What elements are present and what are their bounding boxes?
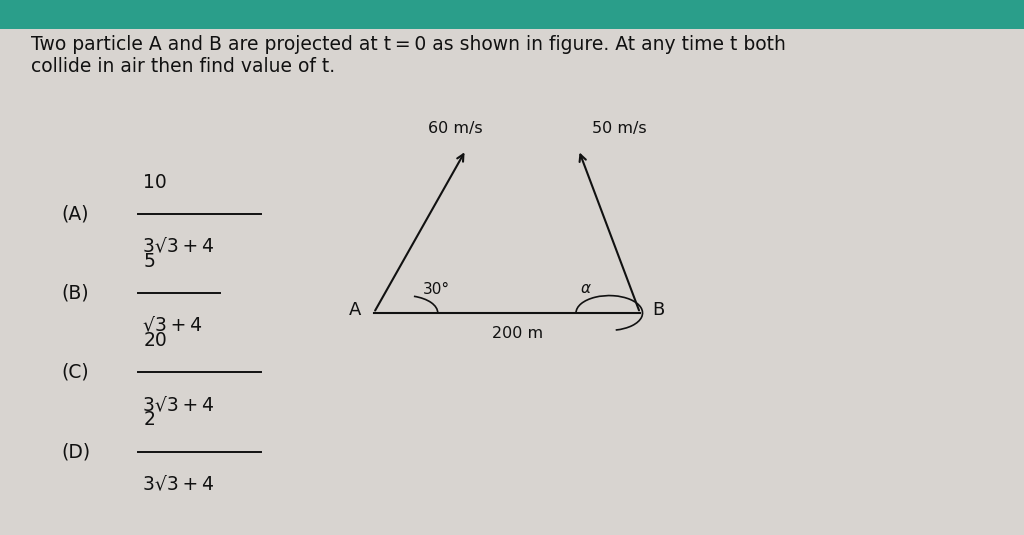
Text: 20: 20 (143, 331, 167, 350)
Text: 3√3 + 4: 3√3 + 4 (143, 474, 214, 493)
Bar (0, 0, 1024, 29)
Text: (C): (C) (61, 363, 89, 382)
Text: 3√3 + 4: 3√3 + 4 (143, 236, 214, 256)
Text: (B): (B) (61, 284, 89, 303)
Text: (A): (A) (61, 204, 89, 224)
Text: 10: 10 (143, 172, 167, 192)
Text: (D): (D) (61, 442, 90, 461)
Text: Two particle A and B are projected at t = 0 as shown in figure. At any time t bo: Two particle A and B are projected at t … (31, 35, 785, 76)
Text: A: A (349, 301, 361, 319)
Text: 200 m: 200 m (492, 326, 543, 341)
Text: 2: 2 (143, 410, 156, 429)
Text: 50 m/s: 50 m/s (592, 121, 647, 136)
Text: B: B (652, 301, 665, 319)
Text: 5: 5 (143, 251, 156, 271)
Text: α: α (581, 281, 591, 296)
Text: 30°: 30° (423, 282, 450, 297)
Text: 3√3 + 4: 3√3 + 4 (143, 395, 214, 414)
Text: √3 + 4: √3 + 4 (143, 316, 203, 335)
Text: 60 m/s: 60 m/s (428, 121, 483, 136)
